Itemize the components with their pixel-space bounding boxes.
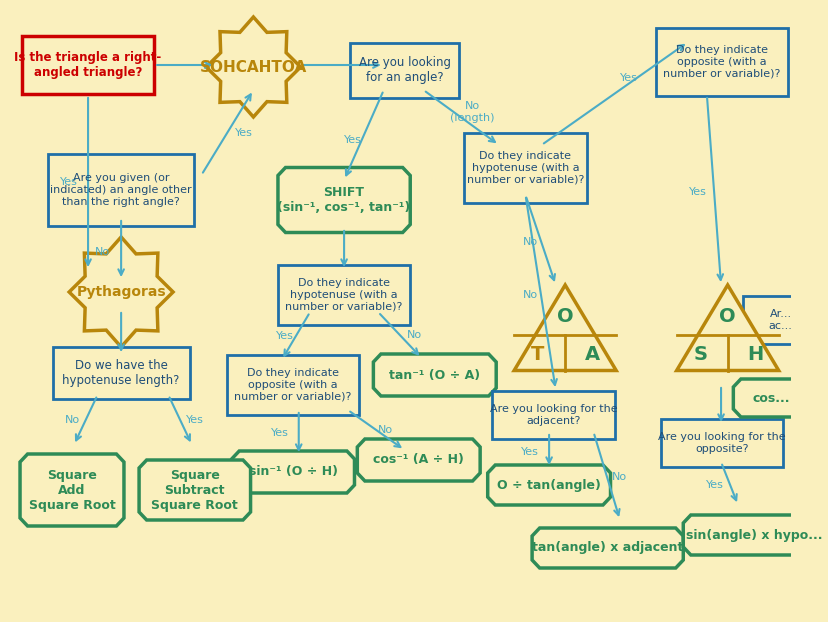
Text: Yes: Yes bbox=[705, 480, 723, 490]
Text: Are you looking for the
adjacent?: Are you looking for the adjacent? bbox=[489, 404, 617, 426]
Text: Do they indicate
hypotenuse (with a
number or variable)?: Do they indicate hypotenuse (with a numb… bbox=[285, 279, 402, 312]
Text: Yes: Yes bbox=[619, 73, 638, 83]
Text: O: O bbox=[556, 307, 573, 326]
Text: Do they indicate
opposite (with a
number or variable)?: Do they indicate opposite (with a number… bbox=[234, 368, 351, 402]
Text: Yes: Yes bbox=[344, 135, 361, 145]
Text: Yes: Yes bbox=[688, 187, 705, 197]
Polygon shape bbox=[682, 515, 824, 555]
Text: Are you looking for the
opposite?: Are you looking for the opposite? bbox=[657, 432, 785, 454]
FancyBboxPatch shape bbox=[227, 355, 359, 415]
Text: No: No bbox=[94, 247, 109, 257]
Text: No: No bbox=[406, 330, 421, 340]
Text: Yes: Yes bbox=[275, 331, 293, 341]
Text: Yes: Yes bbox=[521, 447, 538, 457]
Text: O ÷ tan(angle): O ÷ tan(angle) bbox=[497, 478, 600, 491]
Polygon shape bbox=[69, 237, 173, 347]
Text: SOHCAHTOA: SOHCAHTOA bbox=[200, 60, 306, 75]
Text: Yes: Yes bbox=[271, 428, 288, 438]
FancyBboxPatch shape bbox=[277, 265, 410, 325]
Text: A: A bbox=[584, 345, 599, 364]
Text: No
(length): No (length) bbox=[450, 101, 494, 123]
Polygon shape bbox=[733, 379, 808, 417]
Text: Square
Subtract
Square Root: Square Subtract Square Root bbox=[152, 468, 238, 511]
Text: T: T bbox=[531, 345, 544, 364]
FancyBboxPatch shape bbox=[464, 133, 586, 203]
FancyBboxPatch shape bbox=[349, 42, 459, 98]
FancyBboxPatch shape bbox=[52, 347, 190, 399]
Text: tan(angle) x adjacent: tan(angle) x adjacent bbox=[532, 542, 682, 554]
Text: No: No bbox=[378, 425, 392, 435]
Polygon shape bbox=[532, 528, 682, 568]
Text: cos⁻¹ (A ÷ H): cos⁻¹ (A ÷ H) bbox=[373, 453, 464, 466]
Text: cos...: cos... bbox=[752, 391, 789, 404]
FancyBboxPatch shape bbox=[655, 28, 787, 96]
Text: No: No bbox=[65, 415, 79, 425]
Text: No: No bbox=[522, 290, 537, 300]
Text: Are you looking
for an angle?: Are you looking for an angle? bbox=[359, 56, 450, 84]
Text: Square
Add
Square Root: Square Add Square Root bbox=[29, 468, 115, 511]
Text: Yes: Yes bbox=[185, 415, 204, 425]
Text: O: O bbox=[719, 307, 735, 326]
Text: SHIFT
(sin⁻¹, cos⁻¹, tan⁻¹): SHIFT (sin⁻¹, cos⁻¹, tan⁻¹) bbox=[277, 186, 410, 214]
FancyBboxPatch shape bbox=[48, 154, 194, 226]
Text: Pythagoras: Pythagoras bbox=[76, 285, 166, 299]
Text: Yes: Yes bbox=[234, 128, 253, 138]
Polygon shape bbox=[206, 17, 301, 117]
Text: No: No bbox=[611, 472, 626, 482]
Text: sin⁻¹ (O ÷ H): sin⁻¹ (O ÷ H) bbox=[248, 465, 337, 478]
Text: tan⁻¹ (O ÷ A): tan⁻¹ (O ÷ A) bbox=[389, 368, 479, 381]
Text: Do they indicate
hypotenuse (with a
number or variable)?: Do they indicate hypotenuse (with a numb… bbox=[466, 151, 584, 185]
Polygon shape bbox=[231, 451, 354, 493]
Text: Ar...
ac...: Ar... ac... bbox=[768, 309, 792, 331]
Polygon shape bbox=[513, 285, 615, 371]
Text: Do they indicate
opposite (with a
number or variable)?: Do they indicate opposite (with a number… bbox=[662, 45, 780, 78]
Text: Do we have the
hypotenuse length?: Do we have the hypotenuse length? bbox=[62, 359, 180, 387]
Text: H: H bbox=[746, 345, 762, 364]
Text: S: S bbox=[693, 345, 706, 364]
Text: No: No bbox=[522, 237, 537, 247]
FancyBboxPatch shape bbox=[660, 419, 782, 467]
Polygon shape bbox=[676, 285, 777, 371]
FancyBboxPatch shape bbox=[492, 391, 614, 439]
Polygon shape bbox=[357, 439, 479, 481]
Polygon shape bbox=[277, 167, 410, 233]
Polygon shape bbox=[139, 460, 250, 520]
Text: Are you given (or
indicated) an angle other
than the right angle?: Are you given (or indicated) an angle ot… bbox=[51, 174, 192, 207]
Polygon shape bbox=[487, 465, 609, 505]
Polygon shape bbox=[20, 454, 124, 526]
FancyBboxPatch shape bbox=[22, 36, 154, 94]
FancyBboxPatch shape bbox=[742, 296, 817, 344]
Text: sin(angle) x hypo...: sin(angle) x hypo... bbox=[685, 529, 821, 542]
Polygon shape bbox=[373, 354, 496, 396]
Text: Yes: Yes bbox=[60, 177, 78, 187]
Text: Is the triangle a right-
angled triangle?: Is the triangle a right- angled triangle… bbox=[14, 51, 161, 79]
